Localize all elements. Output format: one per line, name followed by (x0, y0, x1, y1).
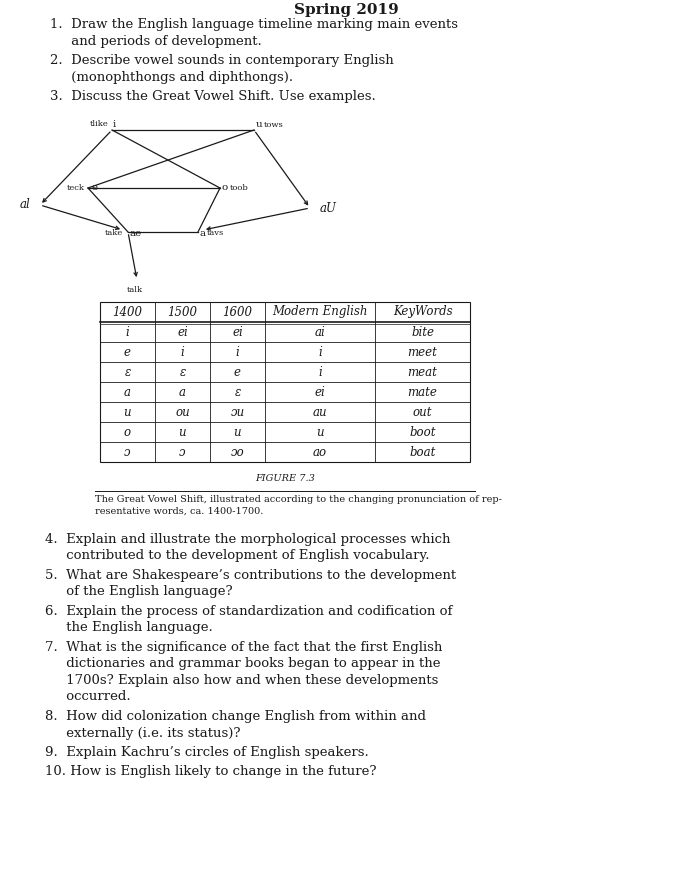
Text: i: i (181, 345, 184, 358)
Text: u: u (316, 426, 324, 439)
Text: ei: ei (232, 326, 243, 338)
Text: e: e (234, 365, 241, 378)
Text: boot: boot (409, 426, 436, 439)
Text: 8.  How did colonization change English from within and
     externally (i.e. it: 8. How did colonization change English f… (45, 710, 426, 739)
Text: ao: ao (313, 446, 327, 458)
Text: i: i (126, 326, 129, 338)
Text: o: o (124, 426, 131, 439)
Text: e: e (124, 345, 131, 358)
Text: ei: ei (177, 326, 188, 338)
Text: u: u (256, 120, 263, 129)
Text: take: take (104, 229, 123, 237)
Text: tows: tows (264, 121, 284, 129)
Text: a: a (179, 385, 186, 399)
Text: ɔ: ɔ (179, 446, 186, 458)
Text: meet: meet (408, 345, 437, 358)
Text: 2.  Describe vowel sounds in contemporary English
     (monophthongs and diphtho: 2. Describe vowel sounds in contemporary… (50, 54, 394, 83)
Text: Spring 2019: Spring 2019 (293, 3, 399, 17)
Text: tavs: tavs (207, 229, 224, 237)
Text: The Great Vowel Shift, illustrated according to the changing pronunciation of re: The Great Vowel Shift, illustrated accor… (95, 495, 502, 516)
Text: 6.  Explain the process of standardization and codification of
     the English : 6. Explain the process of standardizatio… (45, 605, 453, 634)
Text: 5.  What are Shakespeare’s contributions to the development
     of the English : 5. What are Shakespeare’s contributions … (45, 569, 456, 598)
Text: 3.  Discuss the Great Vowel Shift. Use examples.: 3. Discuss the Great Vowel Shift. Use ex… (50, 90, 376, 103)
Text: ae: ae (130, 229, 143, 237)
Bar (100, 302, 470, 462)
Text: toob: toob (230, 184, 248, 192)
Text: ei: ei (315, 385, 325, 399)
Text: o: o (222, 183, 228, 193)
Text: ɛ: ɛ (179, 365, 185, 378)
Text: 1.  Draw the English language timeline marking main events
     and periods of d: 1. Draw the English language timeline ma… (50, 18, 458, 47)
Text: al: al (19, 199, 30, 211)
Text: u: u (234, 426, 242, 439)
Text: 1500: 1500 (167, 306, 197, 319)
Text: u: u (179, 426, 186, 439)
Text: u: u (124, 406, 131, 419)
Text: Modern English: Modern English (272, 306, 367, 319)
Text: 4.  Explain and illustrate the morphological processes which
     contributed to: 4. Explain and illustrate the morphologi… (45, 533, 450, 562)
Text: ou: ou (175, 406, 190, 419)
Text: FIGURE 7.3: FIGURE 7.3 (255, 474, 315, 483)
Text: e: e (91, 183, 97, 193)
Text: a: a (124, 385, 131, 399)
Text: out: out (412, 406, 432, 419)
Text: i: i (113, 120, 116, 129)
Text: 7.  What is the significance of the fact that the first English
     dictionarie: 7. What is the significance of the fact … (45, 641, 442, 703)
Text: bite: bite (411, 326, 434, 338)
Text: 10. How is English likely to change in the future?: 10. How is English likely to change in t… (45, 766, 376, 779)
Text: au: au (313, 406, 327, 419)
Text: 1600: 1600 (223, 306, 253, 319)
Text: ɛ: ɛ (235, 385, 241, 399)
Text: a: a (199, 229, 205, 237)
Text: boat: boat (409, 446, 436, 458)
Text: i: i (318, 345, 322, 358)
Text: 1400: 1400 (113, 306, 143, 319)
Text: ɔ: ɔ (124, 446, 131, 458)
Text: ɔo: ɔo (230, 446, 244, 458)
Text: i: i (318, 365, 322, 378)
Text: mate: mate (408, 385, 437, 399)
Text: 9.  Explain Kachru’s circles of English speakers.: 9. Explain Kachru’s circles of English s… (45, 746, 369, 759)
Text: ɔu: ɔu (230, 406, 245, 419)
Text: tlike: tlike (90, 120, 109, 128)
Text: ɛ: ɛ (125, 365, 131, 378)
Text: i: i (235, 345, 239, 358)
Text: KeyWords: KeyWords (392, 306, 453, 319)
Text: ai: ai (315, 326, 325, 338)
Text: talk: talk (127, 286, 143, 294)
Text: teck: teck (67, 184, 85, 192)
Text: aU: aU (320, 201, 337, 215)
Text: meat: meat (408, 365, 437, 378)
